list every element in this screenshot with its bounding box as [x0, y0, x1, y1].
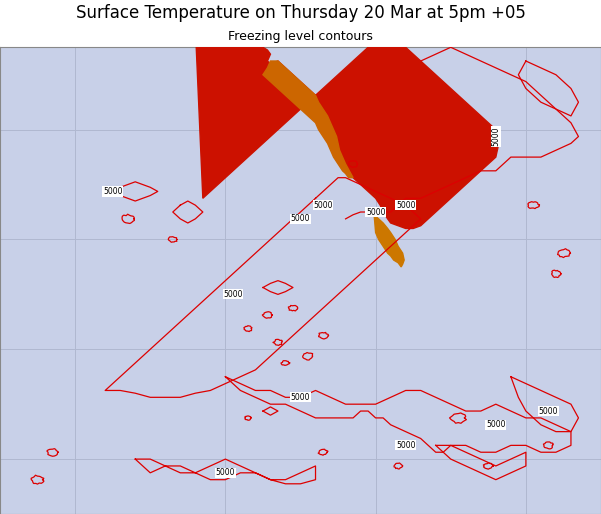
Text: 5000: 5000 [538, 407, 558, 415]
Text: 5000: 5000 [492, 127, 500, 146]
Text: 5000: 5000 [396, 441, 415, 450]
Text: 5000: 5000 [366, 208, 385, 216]
Text: 5000: 5000 [313, 200, 333, 210]
Text: 5000: 5000 [103, 187, 123, 196]
Text: 5000: 5000 [291, 214, 310, 224]
Text: Surface Temperature on Thursday 20 Mar at 5pm +05: Surface Temperature on Thursday 20 Mar a… [76, 4, 525, 22]
Polygon shape [263, 61, 353, 178]
Polygon shape [195, 27, 499, 229]
Text: 5000: 5000 [223, 290, 243, 299]
Text: 5000: 5000 [216, 468, 235, 478]
Text: 5000: 5000 [291, 393, 310, 402]
Text: 5000: 5000 [396, 200, 415, 210]
Text: 5000: 5000 [486, 420, 505, 429]
Polygon shape [374, 215, 404, 267]
Text: Freezing level contours: Freezing level contours [228, 30, 373, 43]
